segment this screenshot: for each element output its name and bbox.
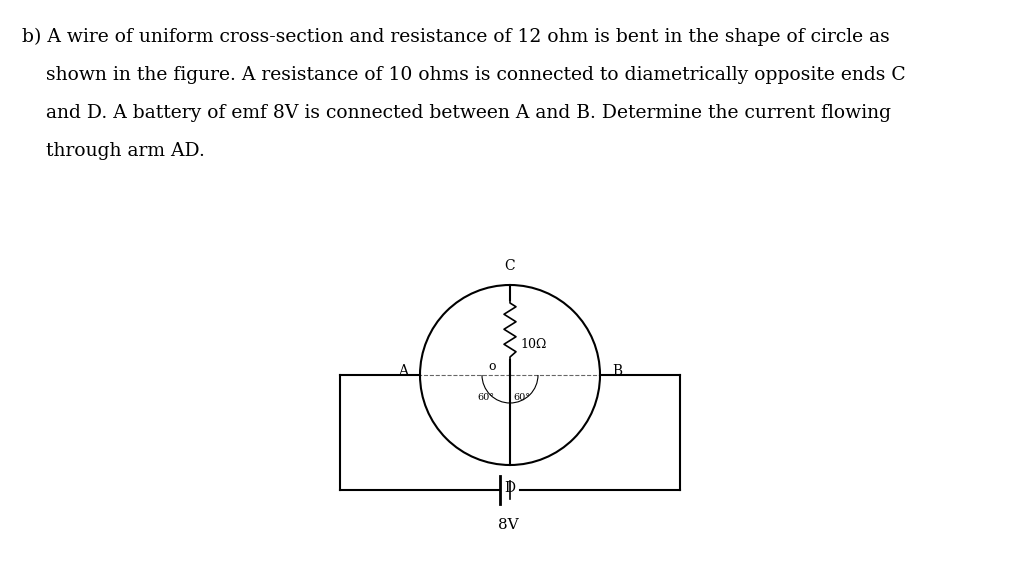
Text: 8V: 8V [498, 518, 518, 532]
Text: b) A wire of uniform cross-section and resistance of 12 ohm is bent in the shape: b) A wire of uniform cross-section and r… [22, 28, 890, 46]
Text: 10Ω: 10Ω [520, 339, 547, 352]
Text: shown in the figure. A resistance of 10 ohms is connected to diametrically oppos: shown in the figure. A resistance of 10 … [22, 66, 906, 84]
Text: C: C [505, 259, 515, 273]
Text: 60°: 60° [477, 392, 495, 402]
Text: o: o [488, 361, 496, 374]
Text: through arm AD.: through arm AD. [22, 142, 205, 160]
Text: 60°: 60° [513, 392, 530, 402]
Text: B: B [612, 364, 623, 378]
Text: A: A [398, 364, 408, 378]
Text: D: D [505, 481, 515, 495]
Text: and D. A battery of emf 8V is connected between A and B. Determine the current f: and D. A battery of emf 8V is connected … [22, 104, 891, 122]
